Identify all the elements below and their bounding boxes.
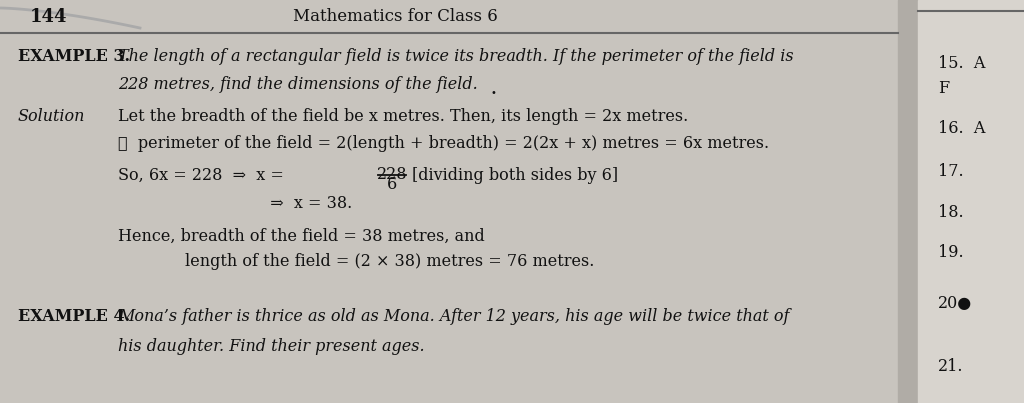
Text: F: F — [938, 80, 949, 97]
Text: 21.: 21. — [938, 358, 964, 375]
Bar — [0, 0, 898, 403]
Text: •: • — [490, 88, 496, 98]
Text: Let the breadth of the field be x metres. Then, its length = 2x metres.: Let the breadth of the field be x metres… — [118, 108, 688, 125]
Text: EXAMPLE 4.: EXAMPLE 4. — [18, 308, 130, 325]
Text: EXAMPLE 3.: EXAMPLE 3. — [18, 48, 130, 65]
Text: 15.  A: 15. A — [938, 55, 985, 72]
Text: Solution: Solution — [18, 108, 85, 125]
Text: So, 6x = 228  ⇒  x =: So, 6x = 228 ⇒ x = — [118, 167, 284, 184]
Text: Mona’s father is thrice as old as Mona. After 12 years, his age will be twice th: Mona’s father is thrice as old as Mona. … — [118, 308, 790, 325]
Text: 144: 144 — [30, 8, 68, 26]
Text: 16.  A: 16. A — [938, 120, 985, 137]
Text: 228: 228 — [377, 166, 408, 183]
Text: ∴  perimeter of the field = 2(length + breadth) = 2(2x + x) metres = 6x metres.: ∴ perimeter of the field = 2(length + br… — [118, 135, 769, 152]
Text: 18.: 18. — [938, 204, 964, 221]
Text: 20●: 20● — [938, 295, 972, 312]
Text: Mathematics for Class 6: Mathematics for Class 6 — [293, 8, 498, 25]
Text: Hence, breadth of the field = 38 metres, and: Hence, breadth of the field = 38 metres,… — [118, 228, 484, 245]
Text: [dividing both sides by 6]: [dividing both sides by 6] — [412, 167, 618, 184]
Text: his daughter. Find their present ages.: his daughter. Find their present ages. — [118, 338, 425, 355]
Bar — [898, 0, 918, 403]
Text: The length of a rectangular field is twice its breadth. If the perimeter of the : The length of a rectangular field is twi… — [118, 48, 794, 65]
Text: 228 metres, find the dimensions of the field.: 228 metres, find the dimensions of the f… — [118, 76, 478, 93]
Text: ⇒  x = 38.: ⇒ x = 38. — [178, 195, 352, 212]
Text: 17.: 17. — [938, 163, 964, 180]
Text: 19.: 19. — [938, 244, 964, 261]
Text: length of the field = (2 × 38) metres = 76 metres.: length of the field = (2 × 38) metres = … — [185, 253, 594, 270]
Bar — [918, 0, 1024, 403]
Text: 6: 6 — [387, 176, 397, 193]
